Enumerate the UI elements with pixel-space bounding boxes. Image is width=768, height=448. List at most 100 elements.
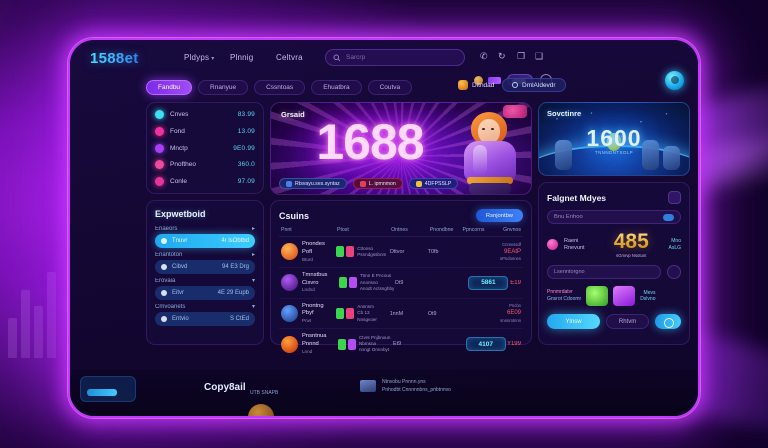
leaderboard-row-1[interactable]: Cibvd 94 E3 Drg	[155, 260, 255, 274]
leaderboard-row-2[interactable]: Eitvr 4E 29 Eupb	[155, 286, 255, 300]
document-icon[interactable]: ❐	[517, 51, 526, 61]
target-icon-button[interactable]	[655, 314, 681, 329]
leaderboard-group-1-header[interactable]: Enantoton ▸	[155, 251, 255, 259]
search-icon	[333, 54, 341, 61]
chevron-icon-2: ▾	[251, 278, 255, 284]
row-name-sub: Bturd	[302, 256, 313, 262]
hero-banner[interactable]: Grsaid 1688 Rtsvayu.ses.syntaz	[270, 102, 532, 195]
game-promo-side-line2: Dslvno	[640, 296, 656, 302]
game-avatar	[281, 274, 298, 292]
row-name-main: Tmnstbus Cisvro	[302, 271, 328, 286]
quick-chip-live[interactable]: DmlAldevdr	[502, 78, 566, 92]
tile-pink	[346, 246, 355, 258]
tab-4[interactable]: Coutva	[367, 80, 413, 95]
phone-icon[interactable]: ✆	[480, 51, 488, 61]
leaderboard-dot-2	[161, 290, 167, 296]
hero-badge-2[interactable]: 4DFPSSLP	[408, 178, 459, 189]
search-bar[interactable]: Sarcrp	[325, 49, 465, 66]
wallet-field[interactable]: Bnu Enhoo	[547, 210, 681, 224]
row-tiles	[338, 277, 357, 289]
column-header-5: Gnvnos	[503, 227, 521, 233]
brand-logo[interactable]: 1588et	[90, 50, 139, 67]
slots-thumb[interactable]	[586, 286, 609, 306]
save-icon[interactable]: ❑	[535, 51, 544, 61]
row-right: Pncbn 6E09 snnnmtnnn	[500, 303, 521, 323]
leaderboard-group-1-label: Enantoton	[155, 251, 183, 258]
table-row[interactable]: Pnondes Pofl Bturd Cttonso Psnndgssbnm O…	[279, 237, 523, 268]
grid-icon[interactable]	[668, 191, 681, 204]
nav-link-0[interactable]: Pldyps ▾	[184, 53, 214, 62]
leaderboard-group-0-header[interactable]: Enaeors ▸	[155, 225, 255, 233]
row-name: Pnondes Pofl Bturd	[302, 241, 336, 263]
leaderboard-row-0-name: Tnuvr	[172, 238, 188, 244]
stats-row-0[interactable]: Cnves 83.99	[155, 110, 255, 119]
nav-link-2[interactable]: Celtvra	[276, 53, 303, 62]
hero-badge-0[interactable]: Rtsvayu.ses.syntaz	[279, 178, 347, 189]
leaderboard-group-3-header[interactable]: Cmvoanets ▾	[155, 303, 255, 311]
quick-chip-jackpot[interactable]: Dltndad	[458, 80, 494, 90]
footer-text: Ntnvobu Pnnnn.yns Pnhodbt Cnnnnnbns_pnbt…	[382, 379, 451, 394]
stats-row-4-label: Conle	[170, 178, 187, 185]
casino-column-headers: Pnnt Ptost Ontnes Pnondbne Ppncorns Gnvn…	[279, 227, 523, 237]
row-score-badge: 5861	[468, 275, 509, 290]
stats-row-3[interactable]: Pnoftheo 360.0	[155, 160, 255, 170]
rank-badge[interactable]	[488, 77, 501, 84]
sports-banner[interactable]: Sovctinre 1600 TNNNDNTSOLP	[538, 102, 690, 176]
tab-2[interactable]: Cssntoas	[254, 80, 306, 95]
refresh-icon[interactable]: ↻	[498, 51, 506, 61]
leaderboard-group-2-header[interactable]: Erovaia ▾	[155, 277, 255, 285]
wallet-search-placeholder: Lsenntorgno	[554, 269, 585, 275]
row-name-main: Pnondes Pofl	[302, 241, 325, 255]
leaderboard-group-3-label: Cmvoanets	[155, 303, 186, 310]
row-name-sub: Lndnd	[302, 287, 315, 293]
hero-label: Grsaid	[281, 110, 305, 119]
reload-icon[interactable]	[667, 265, 681, 279]
cards-thumb[interactable]	[613, 286, 636, 306]
game-avatar	[281, 335, 298, 353]
coin-icon[interactable]	[474, 76, 483, 85]
table-row[interactable]: Pnsntnua Pnnnd Lnnd Ctvnt Pnjbnoun Nbmsn…	[279, 329, 523, 359]
leaderboard-dot-0	[161, 238, 167, 244]
app-window: 1588et Pldyps ▾ Plnnig Celtvra Sarcrp ✆ ↻…	[68, 38, 700, 418]
tile-green	[337, 338, 346, 350]
row-mid: Ot9	[394, 279, 404, 286]
game-promo-line2: Gnsrot Cdoomr	[547, 296, 582, 302]
leaderboard-row-3[interactable]: Entvio S CtEd	[155, 312, 255, 326]
tile-green	[336, 246, 345, 258]
character-face	[478, 119, 500, 144]
leaderboard-row-0[interactable]: Tnuvr 4r lsObtbd	[155, 234, 255, 248]
leaderboard-row-1-name: Cibvd	[172, 264, 188, 270]
table-row[interactable]: Pnontng Pbyf Pnvt Ansnsm Cb 13 Nnsgvoer …	[279, 299, 523, 330]
reward-label-line1: Raeni	[564, 237, 579, 244]
casino-action-button[interactable]: Rsnjontbw	[475, 209, 523, 222]
stats-row-2[interactable]: Mnctp 9E0.99	[155, 143, 255, 153]
secondary-action-button[interactable]: Rhtvm	[606, 314, 649, 329]
stat-icon-4	[155, 177, 164, 186]
promo-tile[interactable]	[80, 376, 136, 402]
table-row[interactable]: Tmnstbus Cisvro Lndnd Ttmn E Pncous Anon…	[279, 268, 523, 299]
jackpot-icon	[458, 80, 468, 90]
stats-row-2-label: Mnctp	[170, 144, 188, 152]
game-avatar	[281, 243, 298, 261]
quick-chip-live-label: DmlAldevdr	[522, 81, 556, 89]
toggle-switch[interactable]	[663, 213, 674, 221]
game-promo-row[interactable]: Pnnmrdatvr Gnsrot Cdoomr Mevs Dslvno	[547, 286, 681, 306]
row-meta-l2: Anodt Actsnghby	[359, 285, 395, 291]
row-mid2: T0fb	[427, 248, 439, 255]
leaderboard-row-3-value: S CtEd	[229, 316, 249, 322]
user-avatar[interactable]	[665, 71, 684, 90]
nav-link-1[interactable]: Plnnig	[230, 53, 254, 62]
hero-badge-1[interactable]: L. ipmnmon	[352, 178, 403, 189]
primary-action-button[interactable]: Ylnsw	[547, 314, 601, 329]
tab-3[interactable]: Ehuatbra	[311, 80, 362, 95]
character-legs	[469, 183, 511, 194]
stats-row-1[interactable]: Fond 13.09	[155, 126, 255, 136]
wallet-search-input[interactable]: Lsenntorgno	[547, 265, 661, 279]
wallet-panel-header: Falgnet Mdyes	[547, 191, 681, 204]
stat-icon-3	[155, 160, 164, 170]
stats-row-4[interactable]: Conle 97.09	[155, 177, 255, 186]
row-right-l1: Y199	[506, 341, 521, 348]
tab-1[interactable]: Rnanyue	[198, 80, 249, 95]
row-right-l2: 6E09	[507, 310, 522, 317]
tab-0[interactable]: Fandbu	[146, 80, 193, 95]
